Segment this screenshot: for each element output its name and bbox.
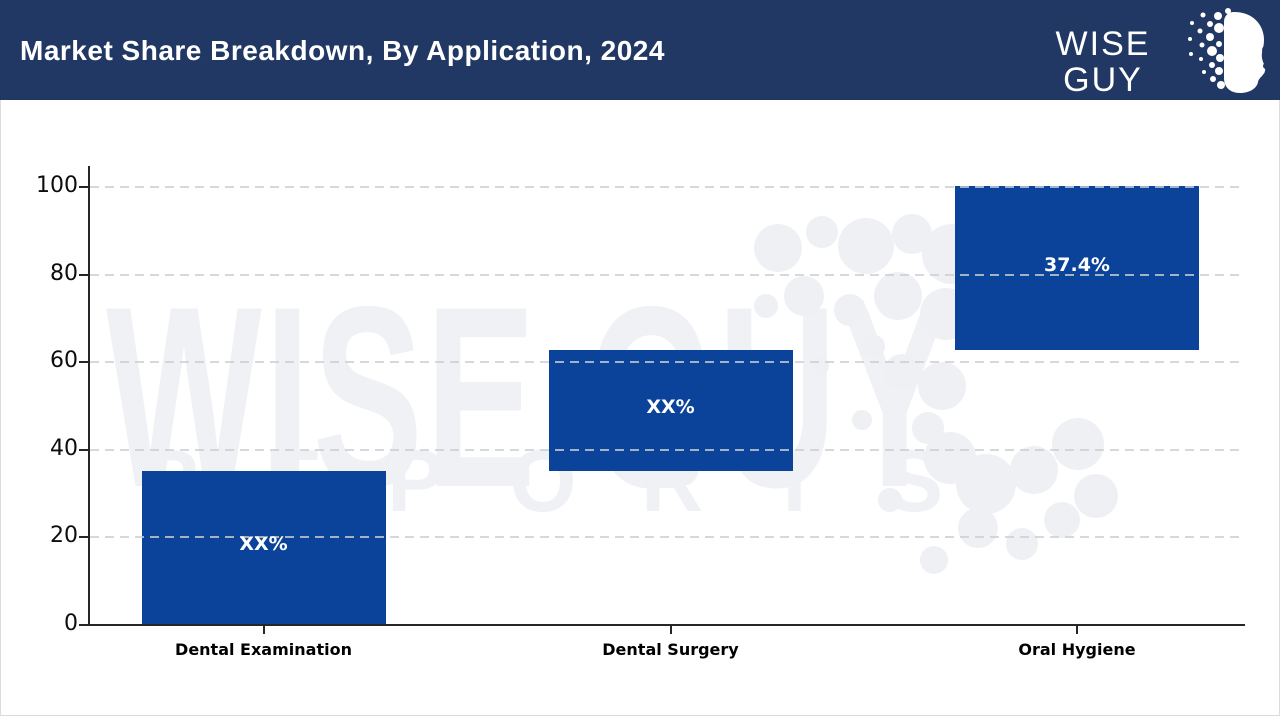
watermark-dot bbox=[852, 410, 872, 430]
watermark-dot bbox=[754, 224, 802, 272]
y-tick-mark bbox=[79, 361, 88, 364]
watermark-dot bbox=[878, 488, 902, 512]
bar-segment bbox=[955, 186, 1199, 350]
logo-text: WISE GUY REPORTS bbox=[1022, 26, 1184, 115]
y-tick-mark bbox=[79, 624, 88, 626]
y-tick-label: 80 bbox=[50, 260, 78, 286]
x-tick-mark bbox=[262, 626, 265, 634]
page-title: Market Share Breakdown, By Application, … bbox=[20, 35, 665, 66]
y-tick-label: 20 bbox=[50, 523, 78, 549]
bar-value-label: 37.4% bbox=[1044, 253, 1110, 276]
x-category-label: Dental Surgery bbox=[602, 640, 739, 659]
gridline bbox=[90, 273, 1245, 276]
watermark-dot bbox=[838, 218, 894, 274]
gridline bbox=[90, 536, 1245, 539]
waterfall-chart: 0 20 40 60 80 100 XX% Dental Examination XX% Dent… bbox=[0, 100, 1280, 716]
x-category-label: Dental Examination bbox=[175, 640, 352, 659]
gridline bbox=[90, 361, 1245, 364]
y-tick-label: 40 bbox=[50, 435, 78, 461]
watermark-dot bbox=[956, 454, 1016, 514]
y-axis-line bbox=[88, 166, 90, 626]
logo-subtitle: REPORTS bbox=[1043, 100, 1169, 115]
y-tick-mark bbox=[79, 536, 88, 539]
watermark-dot bbox=[1044, 502, 1080, 538]
gridline bbox=[90, 186, 1245, 188]
y-tick-label: 100 bbox=[36, 173, 78, 198]
logo-head-icon bbox=[1188, 8, 1268, 93]
x-tick-mark bbox=[669, 626, 672, 634]
watermark-dot bbox=[1010, 446, 1058, 494]
watermark-dot bbox=[920, 546, 948, 574]
watermark-dot bbox=[834, 294, 866, 326]
watermark-dot bbox=[884, 354, 920, 390]
x-axis-line bbox=[88, 624, 1245, 626]
x-tick-mark bbox=[1076, 626, 1078, 634]
y-tick-mark bbox=[79, 186, 88, 188]
watermark-dot bbox=[958, 508, 998, 548]
y-tick-mark bbox=[79, 273, 88, 276]
watermark-dot bbox=[1052, 418, 1104, 470]
wise-guy-logo: WISE GUY REPORTS bbox=[1022, 6, 1268, 115]
watermark-dot bbox=[863, 335, 885, 357]
watermark-dot bbox=[754, 294, 778, 318]
watermark-dot bbox=[806, 216, 838, 248]
watermark-dot bbox=[784, 276, 824, 316]
bar-value-label: XX% bbox=[239, 533, 288, 556]
watermark-dot bbox=[1006, 528, 1038, 560]
logo-wordmark: WISE GUY bbox=[1055, 25, 1151, 99]
y-tick-label: 60 bbox=[50, 348, 78, 374]
y-tick-label: 0 bbox=[64, 611, 78, 636]
watermark-dot bbox=[918, 362, 966, 410]
bar-segment bbox=[141, 470, 386, 624]
header-band: Market Share Breakdown, By Application, … bbox=[0, 0, 1280, 115]
watermark-dot bbox=[1074, 474, 1118, 518]
x-category-label: Oral Hygiene bbox=[1018, 640, 1136, 659]
gridline bbox=[90, 448, 1245, 451]
y-tick-mark bbox=[79, 448, 88, 451]
watermark-dot bbox=[874, 272, 922, 320]
bar-value-label: XX% bbox=[646, 396, 695, 419]
